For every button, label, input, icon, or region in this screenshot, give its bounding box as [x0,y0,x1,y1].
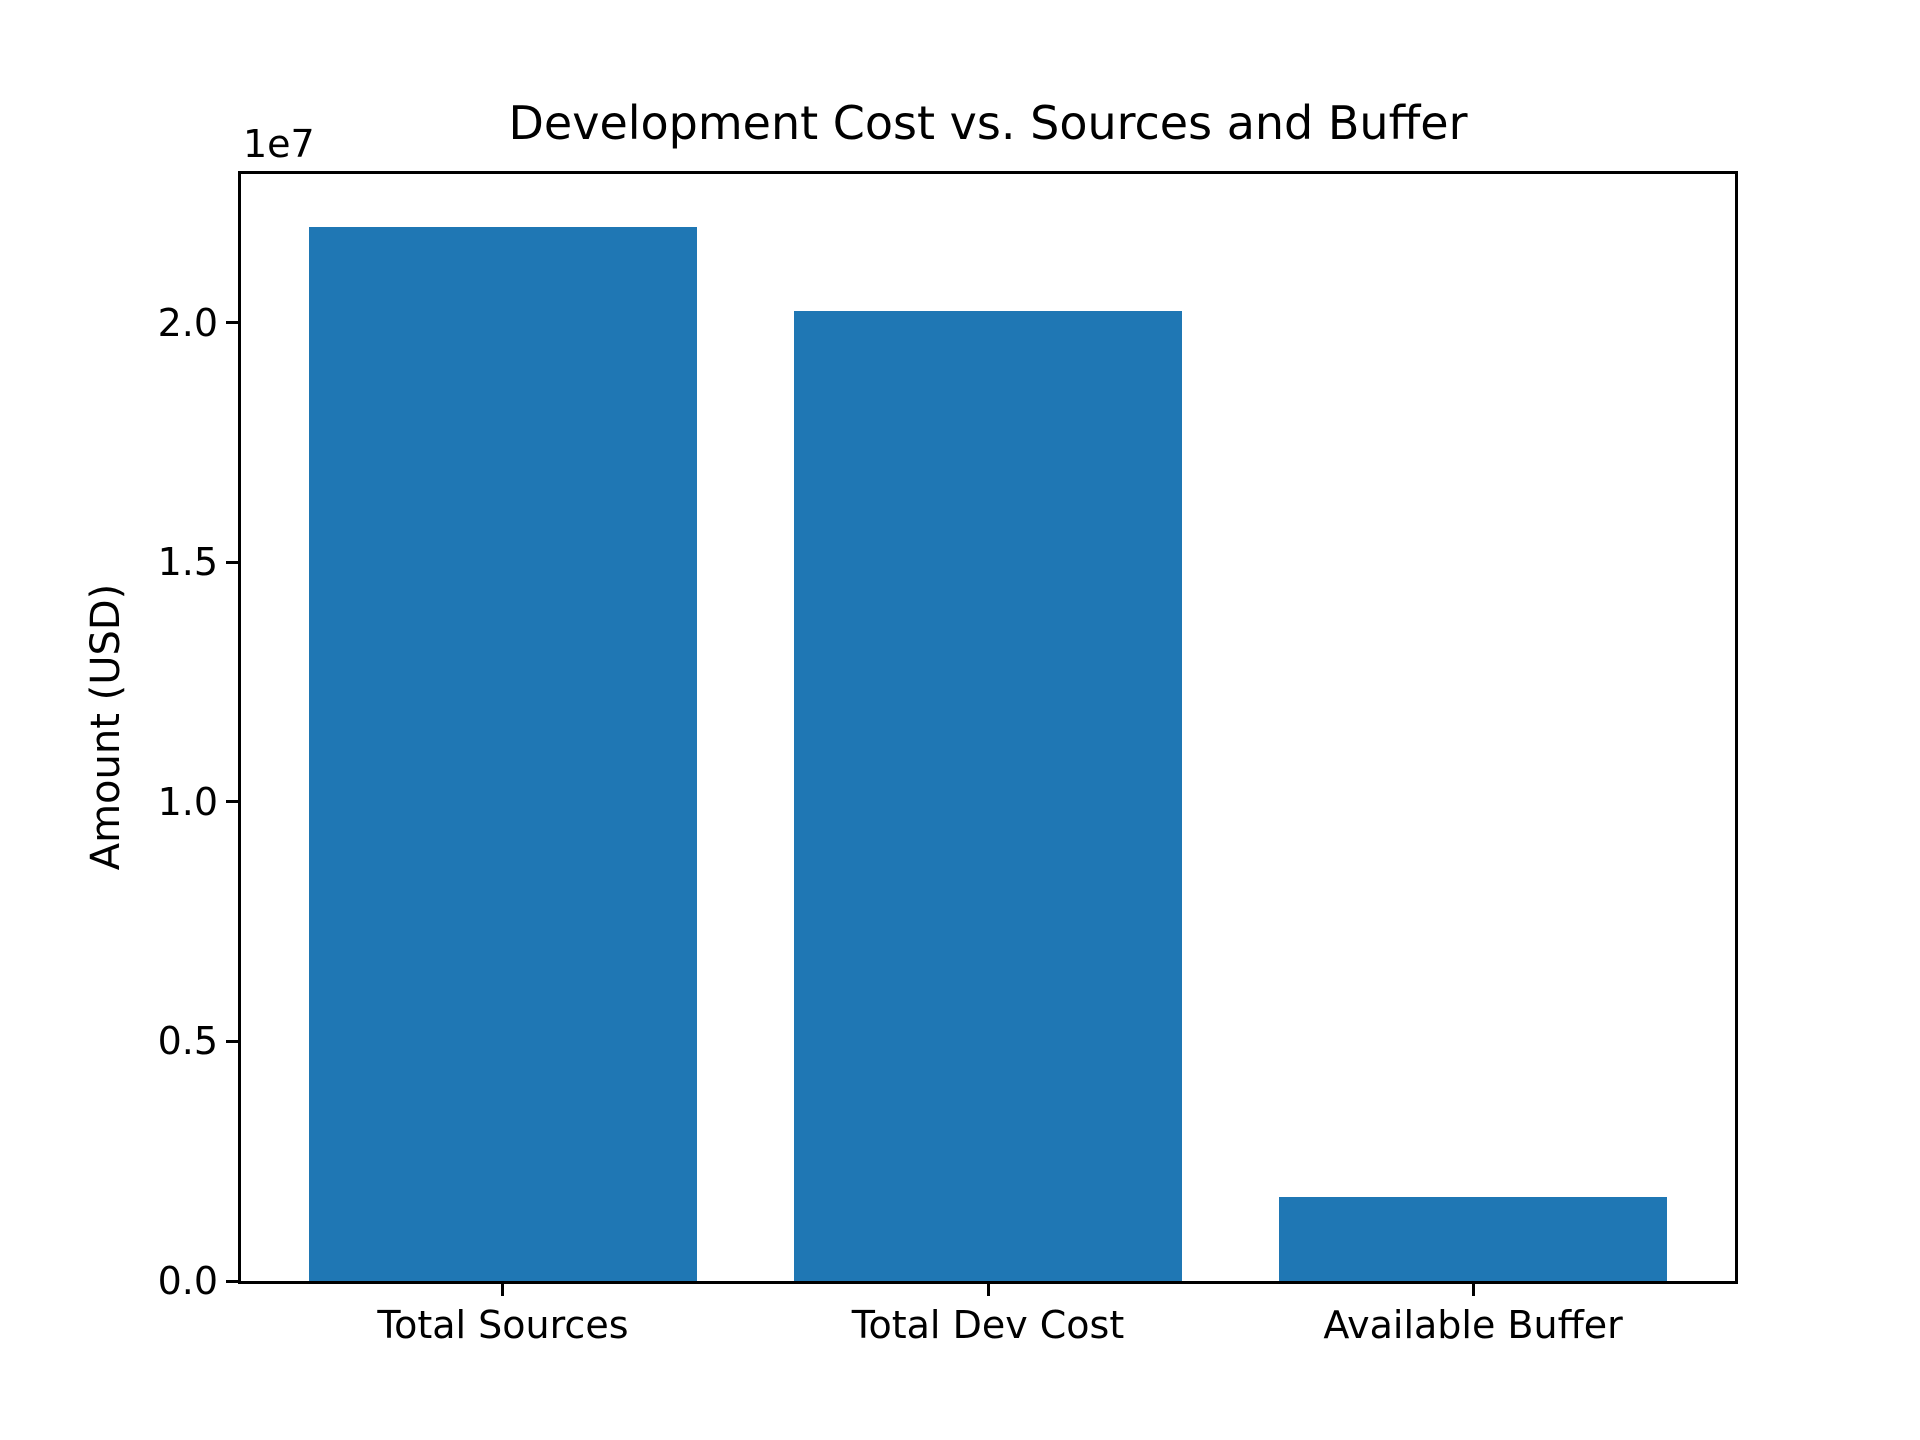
x-tick-label-total-dev-cost: Total Dev Cost [851,1303,1125,1347]
y-axis-offset-label: 1e7 [243,122,315,166]
y-tick-label: 1.5 [157,540,218,585]
y-tick-mark [226,321,238,325]
chart-title: Development Cost vs. Sources and Buffer [508,96,1468,150]
y-tick-label: 1.0 [157,779,218,824]
bar-available-buffer [1279,1197,1668,1281]
y-tick-mark [226,800,238,804]
y-tick-mark [226,560,238,564]
x-tick-mark [1471,1284,1475,1296]
y-axis-label: Amount (USD) [83,583,129,871]
x-tick-label-total-sources: Total Sources [377,1303,629,1347]
x-tick-mark [986,1284,990,1296]
y-tick-label: 2.0 [157,300,218,345]
x-tick-label-available-buffer: Available Buffer [1323,1303,1623,1347]
x-tick-mark [501,1284,505,1296]
bar-total-sources [308,226,697,1281]
y-tick-label: 0.0 [157,1259,218,1303]
y-tick-label: 0.5 [157,1019,218,1064]
y-tick-mark [226,1279,238,1283]
y-tick-mark [226,1039,238,1043]
bar-total-dev-cost [793,310,1183,1281]
plot-area [238,171,1738,1284]
